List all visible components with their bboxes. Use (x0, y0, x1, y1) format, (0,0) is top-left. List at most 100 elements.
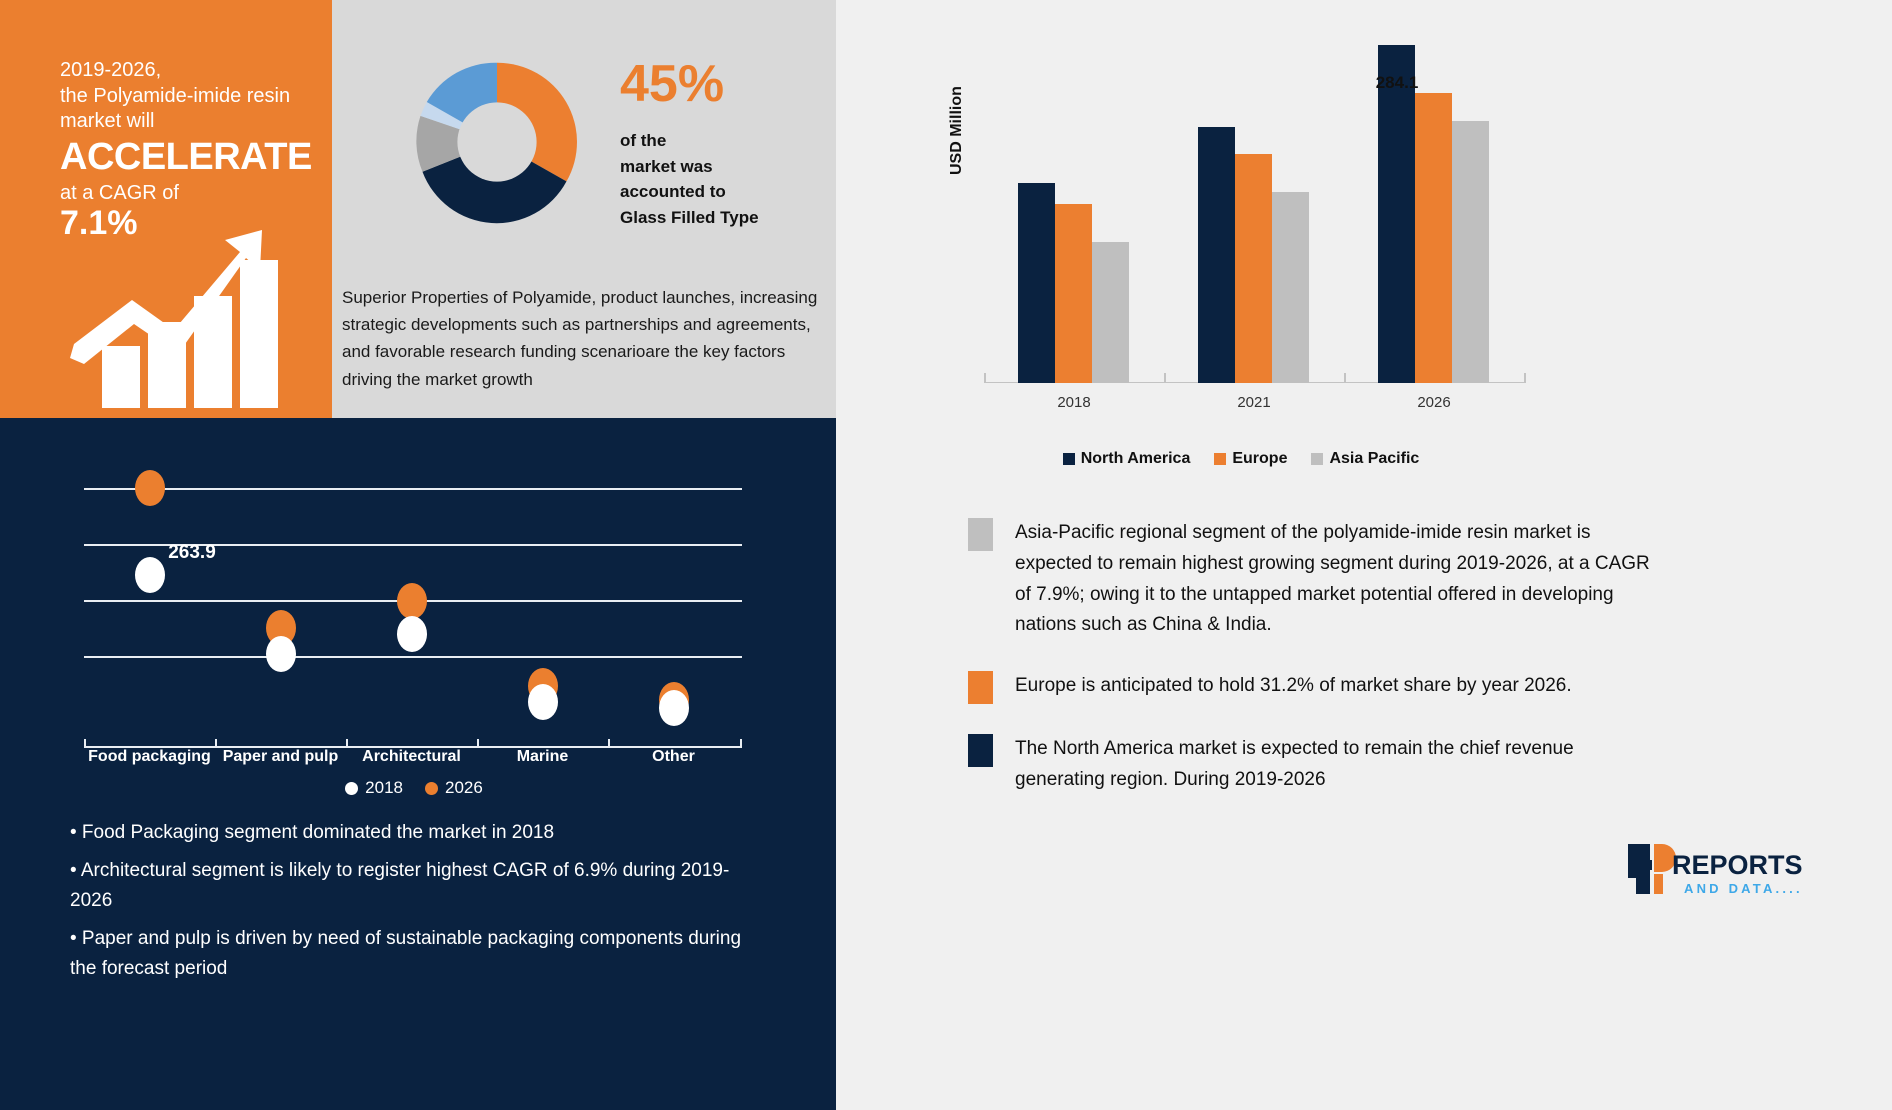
legend-swatch-icon (1062, 453, 1075, 465)
dotplot-legend-label-2018: 2018 (365, 778, 403, 797)
accelerate-panel: 2019-2026, the Polyamide-imide resin mar… (0, 0, 332, 418)
accelerate-headline: ACCELERATE (60, 135, 312, 178)
gridline (84, 488, 742, 490)
donut-chart (407, 52, 587, 232)
legend-swatch-icon (1311, 453, 1324, 465)
dot-2026-architectural (397, 583, 427, 619)
accelerate-line-3: market will (60, 110, 155, 133)
bar-2021-europe (1235, 154, 1272, 383)
logo-mark-icon (1628, 844, 1676, 894)
axis-tick (1164, 373, 1166, 383)
axis-tick (608, 739, 610, 748)
drivers-paragraph: Superior Properties of Polyamide, produc… (342, 288, 818, 389)
regional-insight-text-asia-pacific: Asia-Pacific regional segment of the pol… (1015, 522, 1650, 636)
bar-group-2018 (1018, 183, 1129, 383)
dotplot-x-axis (84, 746, 742, 748)
bar-legend-label-europe: Europe (1232, 450, 1288, 467)
gridline (84, 544, 742, 546)
bar-2026-europe (1415, 93, 1452, 383)
logo-tagline: AND DATA.... (1684, 881, 1803, 896)
glass-filled-type-panel: 45% of the market was accounted to Glass… (332, 0, 836, 418)
bar-legend-item-north-america: North America (1062, 450, 1191, 468)
bar-2018-north-america (1018, 183, 1055, 383)
regional-bar-chart: USD Million (948, 45, 1526, 425)
bar-2026-north-america (1378, 45, 1415, 383)
navy-bullet-2: • Architectural segment is likely to reg… (70, 860, 730, 912)
stat-desc-line-4: Glass Filled Type (620, 207, 759, 227)
accelerate-line-2: the Polyamide-imide resin (60, 84, 291, 107)
axis-tick (84, 739, 86, 748)
stat-45-percent: 45% (620, 55, 725, 113)
axis-tick (984, 373, 986, 383)
dotplot-legend-label-2026: 2026 (445, 778, 483, 797)
bar-chart-legend: North America Europe Asia Pacific (956, 450, 1526, 468)
bar-group-2021 (1198, 127, 1309, 383)
stat-desc-line-2: market was (620, 156, 713, 176)
application-dot-plot: 263.9 (84, 458, 744, 748)
stat-desc-line-1: of the (620, 131, 667, 150)
accelerate-line-1: 2019-2026, (60, 59, 162, 81)
regional-insight-north-america: The North America market is expected to … (968, 734, 1668, 796)
dot-2018-marine (528, 684, 558, 720)
dot-2018-other (659, 690, 689, 726)
regional-insight-europe: Europe is anticipated to hold 31.2% of m… (968, 671, 1668, 705)
dotplot-value-label: 263.9 (168, 542, 216, 563)
axis-tick (1344, 373, 1346, 383)
dotplot-legend: 2018 2026 (84, 778, 744, 798)
bar-group-2026 (1378, 45, 1489, 383)
dot-2018-paper-and-pulp (266, 636, 296, 672)
bar-legend-label-asia-pacific: Asia Pacific (1329, 450, 1420, 467)
axis-tick (1524, 373, 1526, 383)
regional-insight-asia-pacific: Asia-Pacific regional segment of the pol… (968, 518, 1668, 641)
dot-2026-food-packaging (135, 470, 165, 506)
navy-bullet-list: • Food Packaging segment dominated the m… (70, 818, 770, 992)
regional-insight-list: Asia-Pacific regional segment of the pol… (968, 518, 1668, 826)
bar-legend-label-north-america: North America (1080, 450, 1191, 467)
dotplot-cat-marine: Marine (516, 748, 569, 765)
regional-insight-text-europe: Europe is anticipated to hold 31.2% of m… (1015, 675, 1572, 697)
dotplot-legend-item-2026: 2026 (425, 778, 483, 798)
axis-tick (740, 739, 742, 748)
legend-dot-icon (345, 781, 359, 795)
axis-tick (477, 739, 479, 748)
bar-chart-x-label-2018: 2018 (1057, 394, 1091, 411)
legend-swatch-icon (1214, 453, 1227, 465)
dotplot-legend-item-2018: 2018 (345, 778, 403, 798)
stat-description: of the market was accounted to Glass Fil… (620, 128, 820, 230)
axis-tick (346, 739, 348, 748)
bar-2018-europe (1055, 204, 1092, 383)
application-segment-panel: 263.9 Food packaging Paper and pulp Arch… (0, 418, 836, 1110)
growth-arrow-bars-icon (70, 230, 278, 408)
navy-bullet-3: • Paper and pulp is driven by need of su… (70, 928, 742, 980)
regional-analysis-panel: USD Million (836, 0, 1892, 1110)
bar-legend-item-europe: Europe (1214, 450, 1287, 468)
dotplot-cat-other: Other (652, 748, 695, 765)
bar-data-label-2026-north-america: 284.1 (1375, 73, 1419, 92)
donut-chart-icon (416, 62, 577, 224)
regional-insight-text-north-america: The North America market is expected to … (1015, 738, 1574, 790)
bar-2021-north-america (1198, 127, 1235, 383)
accelerate-text-block: 2019-2026, the Polyamide-imide resin mar… (60, 58, 320, 242)
navy-bullet-1: • Food Packaging segment dominated the m… (70, 822, 555, 843)
dotplot-cat-paper-and-pulp: Paper and pulp (222, 748, 339, 765)
bullet-swatch-icon (968, 671, 993, 705)
legend-dot-icon (425, 781, 438, 795)
bar-chart-y-axis-label: USD Million (948, 86, 965, 175)
dot-2018-food-packaging (135, 557, 165, 593)
gridline (84, 656, 742, 658)
bullet-swatch-icon (968, 518, 993, 551)
bar-2021-asia-pacific (1272, 192, 1309, 383)
accelerate-cagr-prefix: at a CAGR of (60, 181, 179, 204)
bar-2026-asia-pacific (1452, 121, 1489, 383)
bar-chart-x-label-2021: 2021 (1237, 394, 1271, 411)
dotplot-cat-architectural: Architectural (362, 748, 461, 765)
bar-2018-asia-pacific (1092, 242, 1129, 383)
dotplot-category-labels: Food packaging Paper and pulp Architectu… (84, 748, 744, 766)
dot-2018-architectural (397, 616, 427, 652)
bar-chart-x-label-2026: 2026 (1417, 394, 1451, 411)
bullet-swatch-icon (968, 734, 993, 768)
stat-desc-line-3: accounted to (620, 182, 726, 201)
reports-and-data-logo: REPORTS AND DATA.... (1628, 844, 1803, 896)
dotplot-cat-food-packaging: Food packaging (88, 748, 211, 765)
